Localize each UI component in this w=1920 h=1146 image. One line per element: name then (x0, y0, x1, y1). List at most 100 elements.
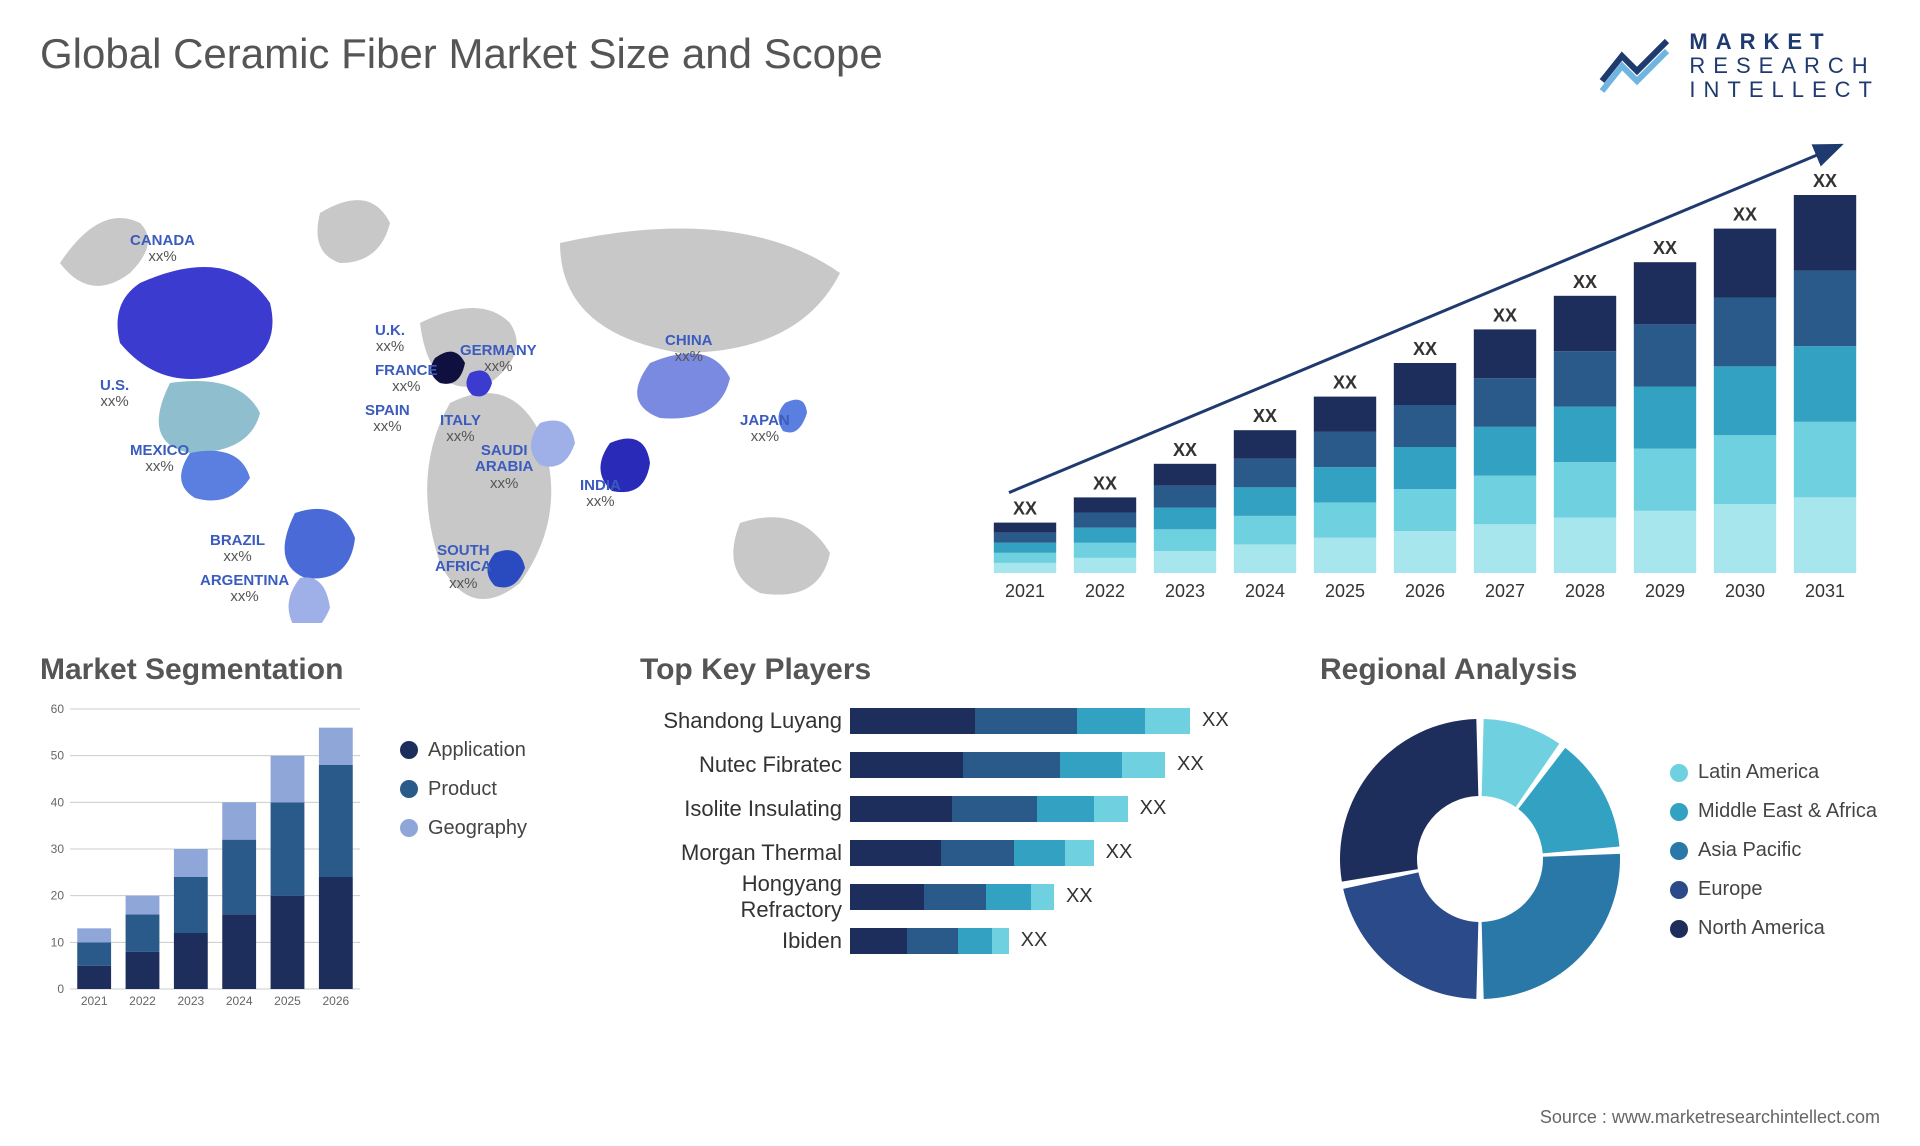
legend-item: Product (400, 778, 527, 801)
legend-label: Middle East & Africa (1698, 800, 1877, 823)
legend-item: Geography (400, 817, 527, 840)
player-row: Nutec Fibratec XX (640, 743, 1280, 787)
svg-text:2022: 2022 (1085, 581, 1125, 601)
map-label: CHINAxx% (665, 333, 713, 366)
player-value: XX (1202, 709, 1229, 732)
player-bar: XX (850, 796, 1166, 822)
segmentation-section: Market Segmentation 01020304050602021202… (40, 653, 600, 1053)
svg-text:XX: XX (1253, 406, 1277, 426)
svg-text:40: 40 (51, 795, 65, 809)
player-bar-seg (1077, 708, 1145, 734)
player-bar-seg (1065, 840, 1093, 866)
legend-label: Geography (428, 817, 527, 840)
player-bar: XX (850, 708, 1229, 734)
legend-item: North America (1670, 917, 1877, 940)
svg-text:2023: 2023 (177, 994, 204, 1008)
world-map: CANADAxx%U.S.xx%MEXICOxx%BRAZILxx%ARGENT… (40, 123, 940, 623)
logo-line2: RESEARCH (1689, 54, 1880, 78)
player-name: Nutec Fibratec (640, 752, 850, 778)
map-label: U.K.xx% (375, 323, 405, 356)
player-bar-seg (850, 708, 975, 734)
player-bar-seg (850, 840, 941, 866)
player-bar-seg (1094, 796, 1128, 822)
logo-line1: MARKET (1689, 30, 1880, 54)
svg-text:2031: 2031 (1805, 581, 1845, 601)
player-bar: XX (850, 840, 1132, 866)
player-name: Hongyang Refractory (640, 871, 850, 923)
map-label: SOUTHAFRICAxx% (435, 543, 492, 593)
player-value: XX (1177, 753, 1204, 776)
svg-text:2023: 2023 (1165, 581, 1205, 601)
map-label: U.S.xx% (100, 378, 129, 411)
forecast-svg: XX2021XX2022XX2023XX2024XX2025XX2026XX20… (970, 123, 1880, 623)
donut-svg (1320, 699, 1640, 1019)
player-bar-seg (1122, 752, 1165, 778)
players-title: Top Key Players (640, 653, 1280, 687)
legend-dot (1670, 764, 1688, 782)
player-bar-seg (952, 796, 1037, 822)
legend-label: Application (428, 739, 526, 762)
player-bar: XX (850, 884, 1093, 910)
legend-item: Asia Pacific (1670, 839, 1877, 862)
player-value: XX (1140, 797, 1167, 820)
players-section: Top Key Players Shandong LuyangXXNutec F… (640, 653, 1280, 1053)
svg-text:2021: 2021 (1005, 581, 1045, 601)
player-row: Shandong Luyang XX (640, 699, 1280, 743)
player-row: Morgan ThermalXX (640, 831, 1280, 875)
svg-text:2026: 2026 (322, 994, 349, 1008)
player-bar-seg (850, 752, 963, 778)
source-text: Source : www.marketresearchintellect.com (1540, 1107, 1880, 1128)
legend-item: Application (400, 739, 527, 762)
svg-text:2030: 2030 (1725, 581, 1765, 601)
legend-dot (1670, 842, 1688, 860)
player-bar-seg (1037, 796, 1094, 822)
regional-legend: Latin America Middle East & Africa Asia Pa… (1670, 761, 1877, 956)
player-bar-seg (986, 884, 1031, 910)
logo-line3: INTELLECT (1689, 78, 1880, 102)
svg-text:XX: XX (1573, 271, 1597, 291)
svg-text:30: 30 (51, 842, 65, 856)
map-label: GERMANYxx% (460, 343, 537, 376)
map-label: INDIAxx% (580, 478, 621, 511)
svg-text:2027: 2027 (1485, 581, 1525, 601)
player-bar: XX (850, 752, 1204, 778)
player-row: Hongyang RefractoryXX (640, 875, 1280, 919)
player-bar-seg (850, 884, 924, 910)
legend-dot (400, 780, 418, 798)
player-bar-seg (1060, 752, 1122, 778)
svg-text:XX: XX (1093, 473, 1117, 493)
svg-text:2028: 2028 (1565, 581, 1605, 601)
svg-text:0: 0 (57, 982, 64, 996)
svg-text:XX: XX (1013, 498, 1037, 518)
svg-text:20: 20 (51, 888, 65, 902)
legend-dot (1670, 803, 1688, 821)
svg-text:2025: 2025 (1325, 581, 1365, 601)
legend-label: Latin America (1698, 761, 1819, 784)
map-label: ARGENTINAxx% (200, 573, 289, 606)
player-bar: XX (850, 928, 1047, 954)
map-label: MEXICOxx% (130, 443, 189, 476)
player-bar-seg (1014, 840, 1065, 866)
players-rows: Shandong LuyangXXNutec FibratecXXIsolite… (640, 699, 1280, 963)
segmentation-svg: 0102030405060202120222023202420252026 (40, 699, 370, 1019)
player-bar-seg (1031, 884, 1054, 910)
svg-text:2024: 2024 (1245, 581, 1285, 601)
svg-text:XX: XX (1413, 339, 1437, 359)
player-name: Isolite Insulating (640, 796, 850, 822)
svg-text:50: 50 (51, 748, 65, 762)
player-value: XX (1066, 885, 1093, 908)
map-label: ITALYxx% (440, 413, 481, 446)
player-name: Ibiden (640, 928, 850, 954)
segmentation-title: Market Segmentation (40, 653, 600, 687)
legend-dot (1670, 920, 1688, 938)
page-title: Global Ceramic Fiber Market Size and Sco… (40, 30, 883, 78)
player-bar-seg (958, 928, 992, 954)
player-row: Isolite Insulating XX (640, 787, 1280, 831)
regional-section: Regional Analysis Latin AmericaMiddle Ea… (1320, 653, 1880, 1053)
player-bar-seg (1145, 708, 1190, 734)
player-name: Morgan Thermal (640, 840, 850, 866)
svg-text:XX: XX (1733, 204, 1757, 224)
segmentation-legend: Application Product Geography (400, 699, 527, 1019)
player-name: Shandong Luyang (640, 708, 850, 734)
legend-label: North America (1698, 917, 1825, 940)
